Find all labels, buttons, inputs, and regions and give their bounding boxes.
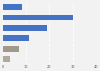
Bar [3,15,73,20]
Bar [3,25,47,31]
Bar [3,56,10,62]
Bar [3,36,29,41]
Bar [3,46,19,52]
Bar [3,4,22,10]
